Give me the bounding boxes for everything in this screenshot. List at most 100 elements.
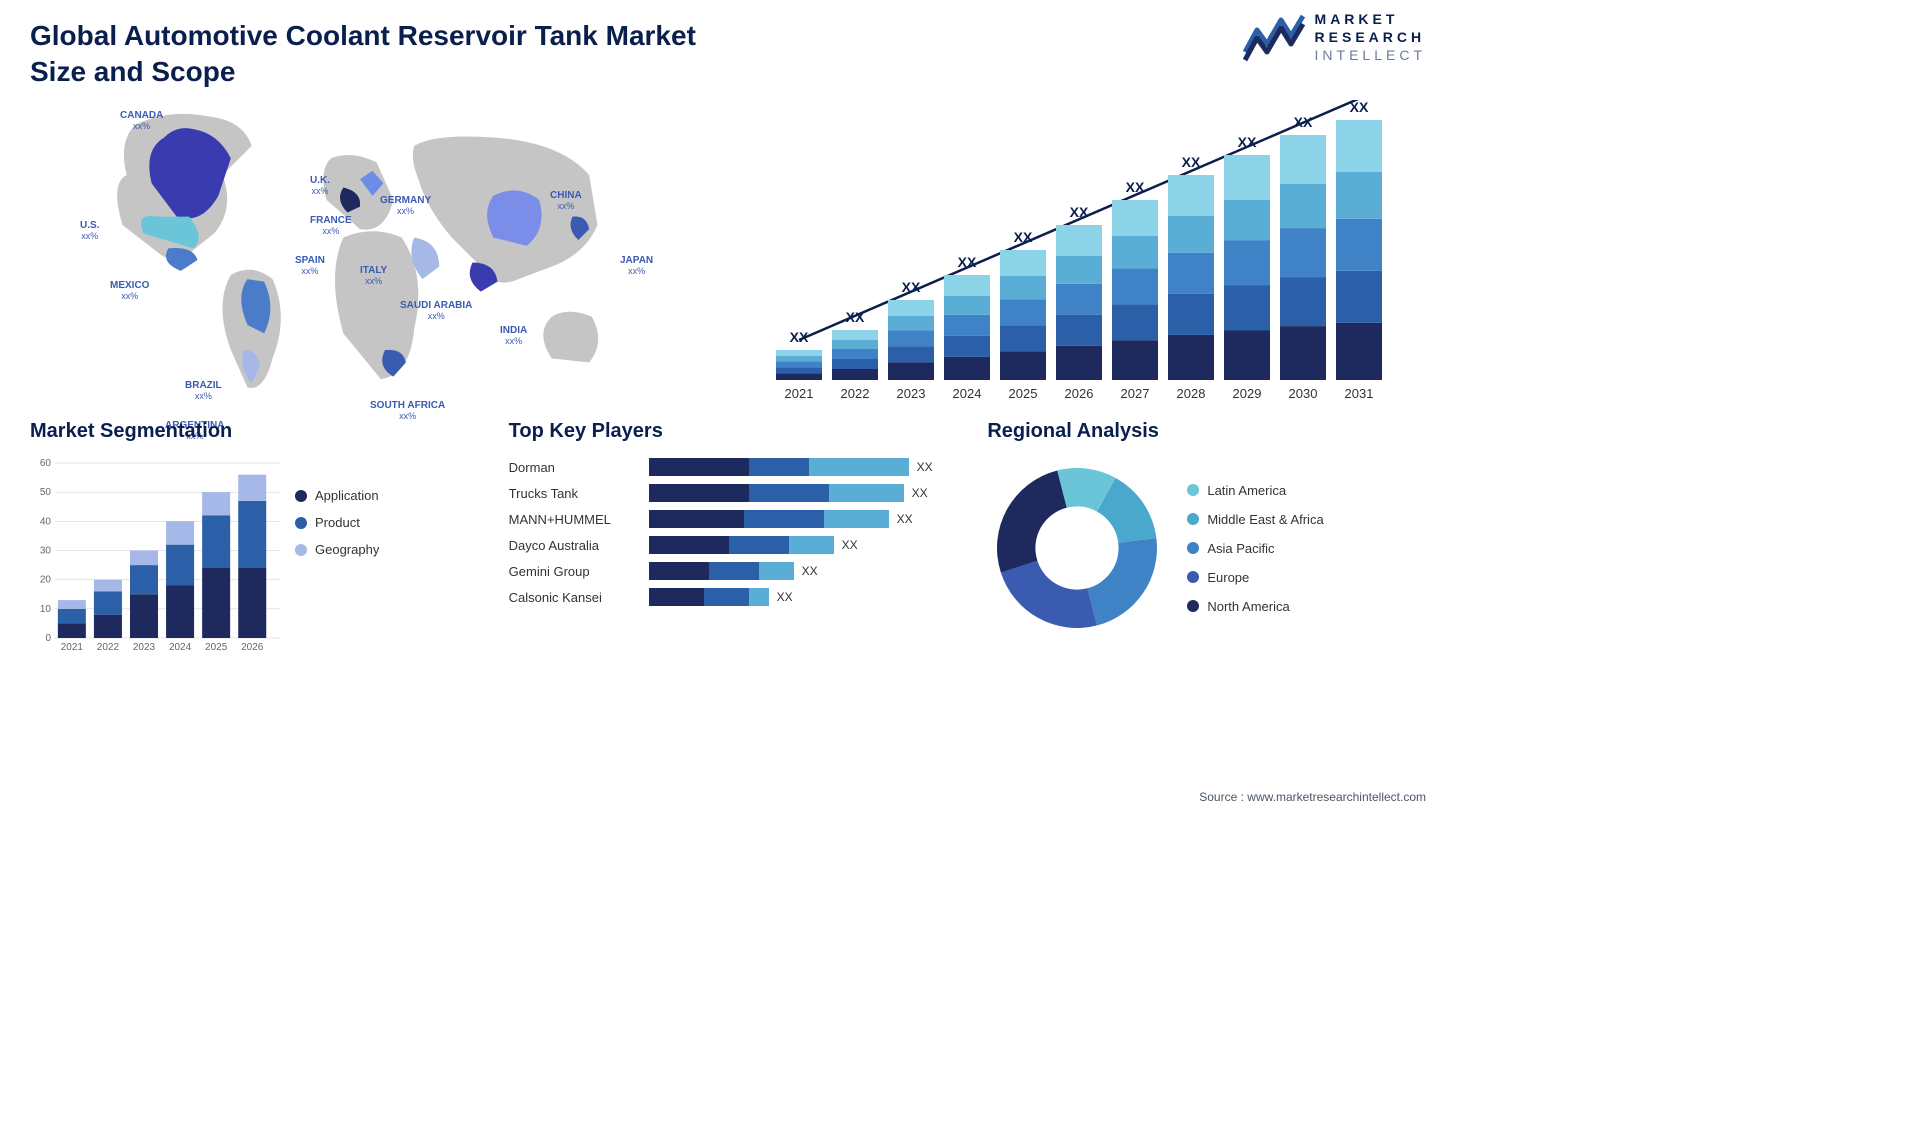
country-label: FRANCExx% <box>310 215 352 237</box>
svg-text:XX: XX <box>1350 100 1369 115</box>
svg-text:2026: 2026 <box>1065 386 1094 401</box>
country-label: U.S.xx% <box>80 220 99 242</box>
donut-wrap <box>987 458 1167 638</box>
svg-text:2027: 2027 <box>1121 386 1150 401</box>
player-bar <box>649 458 909 476</box>
segmentation-chart: 0102030405060202120222023202420252026 <box>30 458 280 658</box>
segmentation-legend: Application Product Geography <box>295 458 379 658</box>
svg-text:20: 20 <box>40 575 52 586</box>
svg-text:2030: 2030 <box>1289 386 1318 401</box>
logo-line2: RESEARCH <box>1315 28 1426 46</box>
player-value: XX <box>777 590 793 604</box>
svg-text:2025: 2025 <box>1009 386 1038 401</box>
regional-legend: Latin America Middle East & Africa Asia Pa… <box>1187 483 1323 614</box>
player-value: XX <box>842 538 858 552</box>
legend-item: Geography <box>295 542 379 557</box>
svg-text:2026: 2026 <box>241 642 264 653</box>
player-row: MANN+HUMMEL XX <box>509 510 948 528</box>
country-label: JAPANxx% <box>620 255 653 277</box>
svg-text:2022: 2022 <box>841 386 870 401</box>
svg-text:XX: XX <box>846 309 865 325</box>
svg-text:XX: XX <box>790 329 809 345</box>
player-name: Trucks Tank <box>509 486 639 501</box>
player-bar <box>649 536 834 554</box>
page-title: Global Automotive Coolant Reservoir Tank… <box>30 18 730 91</box>
country-label: GERMANYxx% <box>380 195 431 217</box>
player-row: Dorman XX <box>509 458 948 476</box>
svg-text:2021: 2021 <box>61 642 84 653</box>
country-label: BRAZILxx% <box>185 380 222 402</box>
country-label: SPAINxx% <box>295 255 325 277</box>
legend-item: Application <box>295 488 379 503</box>
bottom-row: Market Segmentation 01020304050602021202… <box>30 420 1426 670</box>
player-name: Calsonic Kansei <box>509 590 639 605</box>
svg-text:2021: 2021 <box>785 386 814 401</box>
country-label: MEXICOxx% <box>110 280 149 302</box>
svg-text:2028: 2028 <box>1177 386 1206 401</box>
player-row: Dayco Australia XX <box>509 536 948 554</box>
growth-chart-svg: XX 2021 XX 2022 XX 2023 XX 2024 XX 2025 XX 2026 XX 20… <box>766 100 1396 420</box>
player-bar <box>649 510 889 528</box>
country-label: INDIAxx% <box>500 325 527 347</box>
player-bar <box>649 588 769 606</box>
segmentation-title: Market Segmentation <box>30 420 469 443</box>
player-row: Trucks Tank XX <box>509 484 948 502</box>
logo-line3: INTELLECT <box>1315 46 1426 64</box>
svg-text:2023: 2023 <box>897 386 926 401</box>
legend-item: Product <box>295 515 379 530</box>
svg-text:10: 10 <box>40 604 52 615</box>
svg-text:50: 50 <box>40 487 52 498</box>
svg-text:40: 40 <box>40 516 52 527</box>
svg-text:2031: 2031 <box>1345 386 1374 401</box>
country-label: U.K.xx% <box>310 175 330 197</box>
country-label: CHINAxx% <box>550 190 582 212</box>
legend-item: North America <box>1187 599 1323 614</box>
legend-item: Latin America <box>1187 483 1323 498</box>
player-name: MANN+HUMMEL <box>509 512 639 527</box>
source-attribution: Source : www.marketresearchintellect.com <box>1199 790 1426 804</box>
svg-text:XX: XX <box>1014 229 1033 245</box>
svg-text:XX: XX <box>1294 114 1313 130</box>
svg-text:XX: XX <box>1238 134 1257 150</box>
map-svg <box>30 100 690 400</box>
regional-panel: Regional Analysis Latin AmericaMiddle Ea… <box>987 420 1426 670</box>
player-name: Dorman <box>509 460 639 475</box>
players-panel: Top Key Players DormanXXTrucks TankXXMAN… <box>509 420 948 670</box>
svg-text:XX: XX <box>902 279 921 295</box>
player-value: XX <box>897 512 913 526</box>
svg-text:2023: 2023 <box>133 642 156 653</box>
svg-text:2024: 2024 <box>169 642 192 653</box>
svg-text:XX: XX <box>1126 179 1145 195</box>
svg-text:2022: 2022 <box>97 642 120 653</box>
svg-text:XX: XX <box>1182 154 1201 170</box>
legend-item: Europe <box>1187 570 1323 585</box>
svg-text:30: 30 <box>40 546 52 557</box>
player-name: Dayco Australia <box>509 538 639 553</box>
legend-item: Asia Pacific <box>1187 541 1323 556</box>
title-area: Global Automotive Coolant Reservoir Tank… <box>30 18 730 91</box>
legend-item: Middle East & Africa <box>1187 512 1323 527</box>
players-list: DormanXXTrucks TankXXMANN+HUMMELXXDayco … <box>509 458 948 606</box>
logo-line1: MARKET <box>1315 10 1426 28</box>
segmentation-panel: Market Segmentation 01020304050602021202… <box>30 420 469 670</box>
country-label: ITALYxx% <box>360 265 387 287</box>
svg-text:60: 60 <box>40 458 52 469</box>
player-row: Calsonic Kansei XX <box>509 588 948 606</box>
svg-text:XX: XX <box>958 254 977 270</box>
growth-chart: XX 2021 XX 2022 XX 2023 XX 2024 XX 2025 XX 2026 XX 20… <box>766 100 1396 400</box>
world-map: CANADAxx%U.S.xx%MEXICOxx%BRAZILxx%ARGENT… <box>30 100 690 400</box>
player-bar <box>649 562 794 580</box>
player-bar <box>649 484 904 502</box>
brand-logo: MARKET RESEARCH INTELLECT <box>1243 10 1426 65</box>
svg-text:XX: XX <box>1070 204 1089 220</box>
country-label: SOUTH AFRICAxx% <box>370 400 445 422</box>
svg-text:2029: 2029 <box>1233 386 1262 401</box>
player-value: XX <box>912 486 928 500</box>
logo-icon <box>1243 12 1305 62</box>
player-row: Gemini GroupXX <box>509 562 948 580</box>
svg-text:2024: 2024 <box>953 386 982 401</box>
player-name: Gemini Group <box>509 564 639 579</box>
player-value: XX <box>917 460 933 474</box>
country-label: SAUDI ARABIAxx% <box>400 300 472 322</box>
svg-text:2025: 2025 <box>205 642 228 653</box>
